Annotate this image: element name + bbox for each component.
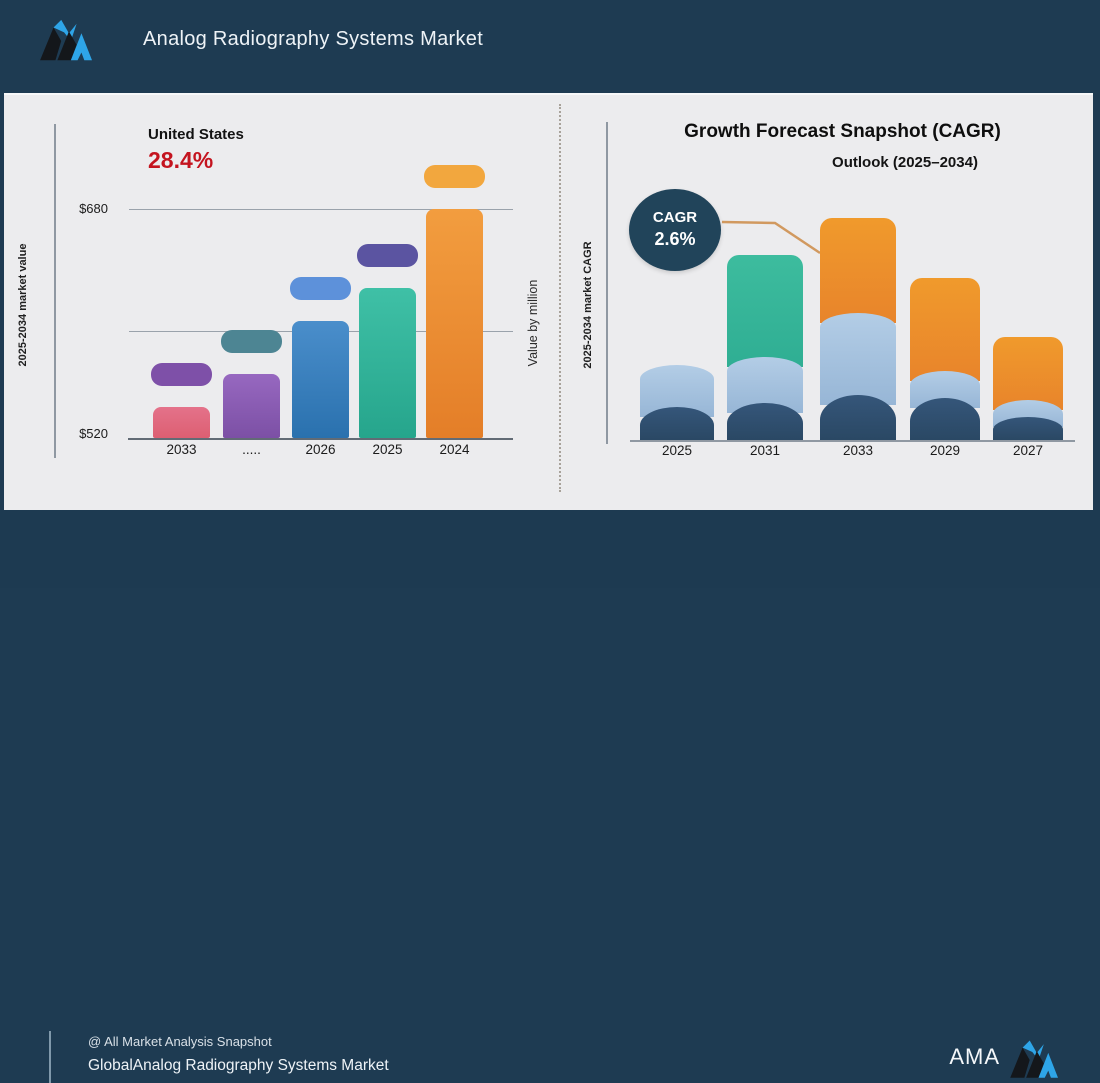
cagr-badge-label: CAGR bbox=[652, 209, 698, 227]
bar bbox=[426, 209, 483, 438]
panel-divider bbox=[559, 104, 561, 492]
right-y-axis-line bbox=[606, 122, 608, 444]
x-tick-label: 2024 bbox=[439, 442, 470, 457]
right-chart-subtitle: Outlook (2025–2034) bbox=[832, 154, 978, 171]
x-tick-label: 2026 bbox=[305, 442, 336, 457]
left-y-axis-title: 2025-2034 market value bbox=[17, 243, 29, 367]
footer-snapshot-text: @ All Market Analysis Snapshot bbox=[88, 1034, 272, 1049]
stacked-bar bbox=[820, 218, 896, 440]
bar-segment-navy bbox=[993, 417, 1063, 440]
stacked-bar bbox=[727, 255, 803, 440]
x-tick-label: 2033 bbox=[166, 442, 197, 457]
stacked-bar bbox=[910, 278, 980, 440]
left-x-axis-line bbox=[128, 438, 513, 440]
gridline-680 bbox=[129, 209, 513, 210]
x-tick-label: 2031 bbox=[749, 443, 781, 458]
value-by-million-label: Value by million bbox=[526, 279, 540, 367]
bar-cap bbox=[424, 165, 485, 188]
cagr-badge: CAGR 2.6% bbox=[629, 189, 721, 271]
bar-segment-top bbox=[727, 255, 803, 367]
bar-segment-top bbox=[820, 218, 896, 323]
logo-black-mid-peak bbox=[57, 31, 77, 61]
footer-divider-line bbox=[49, 1031, 51, 1083]
bar bbox=[292, 321, 349, 438]
bar-segment-navy bbox=[640, 407, 714, 440]
x-tick-label: 2025 bbox=[372, 442, 403, 457]
bar bbox=[359, 288, 416, 438]
bar-segment-navy bbox=[910, 398, 980, 440]
left-y-tick-bottom: $520 bbox=[79, 426, 108, 441]
x-tick-label: 2025 bbox=[661, 443, 693, 458]
bar-segment-top bbox=[993, 337, 1063, 410]
cagr-badge-value: 2.6% bbox=[654, 229, 696, 250]
footer-ama-logo-icon bbox=[1010, 1040, 1058, 1078]
bar-segment-navy bbox=[727, 403, 803, 440]
left-y-tick-top: $680 bbox=[79, 201, 108, 216]
bar-cap bbox=[290, 277, 351, 300]
right-x-axis-line bbox=[630, 440, 1075, 442]
stacked-bar bbox=[993, 337, 1063, 440]
highlight-percentage: 28.4% bbox=[148, 147, 214, 173]
footer-brand-text: AMA bbox=[949, 1044, 1000, 1069]
bar-cap bbox=[221, 330, 282, 353]
stacked-bar bbox=[640, 365, 714, 440]
footer-market-text: GlobalAnalog Radiography Systems Market bbox=[88, 1057, 389, 1074]
x-tick-label: 2029 bbox=[929, 443, 961, 458]
left-y-axis-line bbox=[54, 124, 56, 458]
footer-bar: @ All Market Analysis Snapshot GlobalAna… bbox=[0, 510, 1100, 1083]
region-label: United States bbox=[148, 126, 244, 143]
header-bar: Analog Radiography Systems Market bbox=[0, 0, 1100, 93]
logo-blue-a bbox=[70, 33, 92, 61]
ama-logo-icon bbox=[40, 19, 92, 61]
bar-cap bbox=[151, 363, 212, 386]
logo-black-peak bbox=[40, 27, 62, 61]
bar bbox=[153, 407, 210, 438]
bar-segment-top bbox=[910, 278, 980, 381]
page-title: Analog Radiography Systems Market bbox=[143, 28, 484, 50]
bar-segment-navy bbox=[820, 395, 896, 440]
bar-segment-light bbox=[820, 313, 896, 405]
bar bbox=[223, 374, 280, 438]
bar-cap bbox=[357, 244, 418, 267]
x-tick-label: ..... bbox=[242, 442, 261, 457]
x-tick-label: 2027 bbox=[1012, 443, 1044, 458]
right-chart-title: Growth Forecast Snapshot (CAGR) bbox=[684, 121, 1001, 142]
right-y-axis-title: 2025-2034 market CAGR bbox=[582, 241, 594, 369]
x-tick-label: 2033 bbox=[842, 443, 874, 458]
